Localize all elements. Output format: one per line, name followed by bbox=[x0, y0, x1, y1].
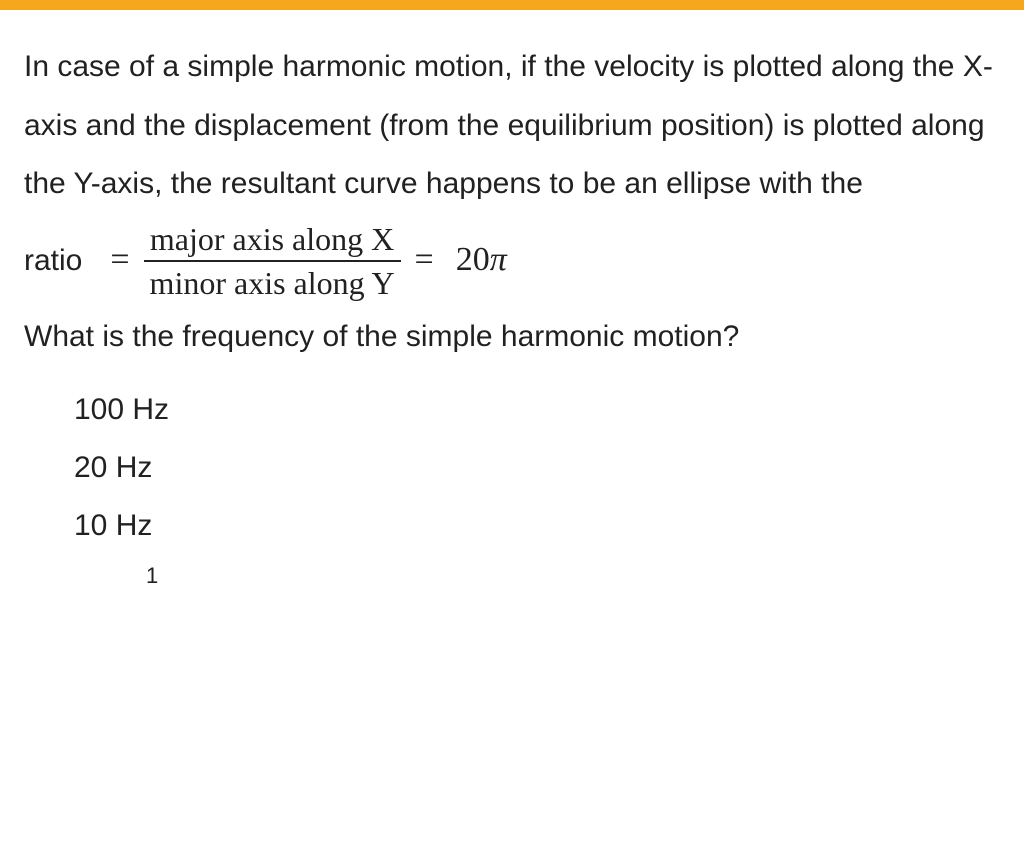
equals-sign-1: = bbox=[110, 240, 129, 281]
ratio-label: ratio bbox=[24, 243, 82, 279]
equation-rhs: 20π bbox=[456, 240, 507, 281]
option-3[interactable]: 10 Hz bbox=[74, 511, 1000, 541]
fraction-numerator: major axis along X bbox=[144, 220, 400, 260]
top-accent-bar bbox=[0, 0, 1024, 10]
fraction: major axis along X minor axis along Y bbox=[144, 220, 401, 303]
option-1[interactable]: 100 Hz bbox=[74, 395, 1000, 425]
option-2[interactable]: 20 Hz bbox=[74, 453, 1000, 483]
question-paragraph-2: What is the frequency of the simple harm… bbox=[24, 308, 1000, 367]
question-paragraph-1: In case of a simple harmonic motion, if … bbox=[24, 38, 1000, 214]
answer-options: 100 Hz 20 Hz 10 Hz 1 bbox=[24, 395, 1000, 589]
equals-sign-2: = bbox=[415, 240, 434, 281]
trailing-mark: 1 bbox=[74, 563, 1000, 589]
rhs-number: 20 bbox=[456, 241, 490, 278]
content-area: In case of a simple harmonic motion, if … bbox=[0, 10, 1024, 589]
ratio-equation: ratio = major axis along X minor axis al… bbox=[24, 220, 1000, 303]
fraction-denominator: minor axis along Y bbox=[144, 260, 401, 302]
pi-symbol: π bbox=[490, 241, 507, 278]
